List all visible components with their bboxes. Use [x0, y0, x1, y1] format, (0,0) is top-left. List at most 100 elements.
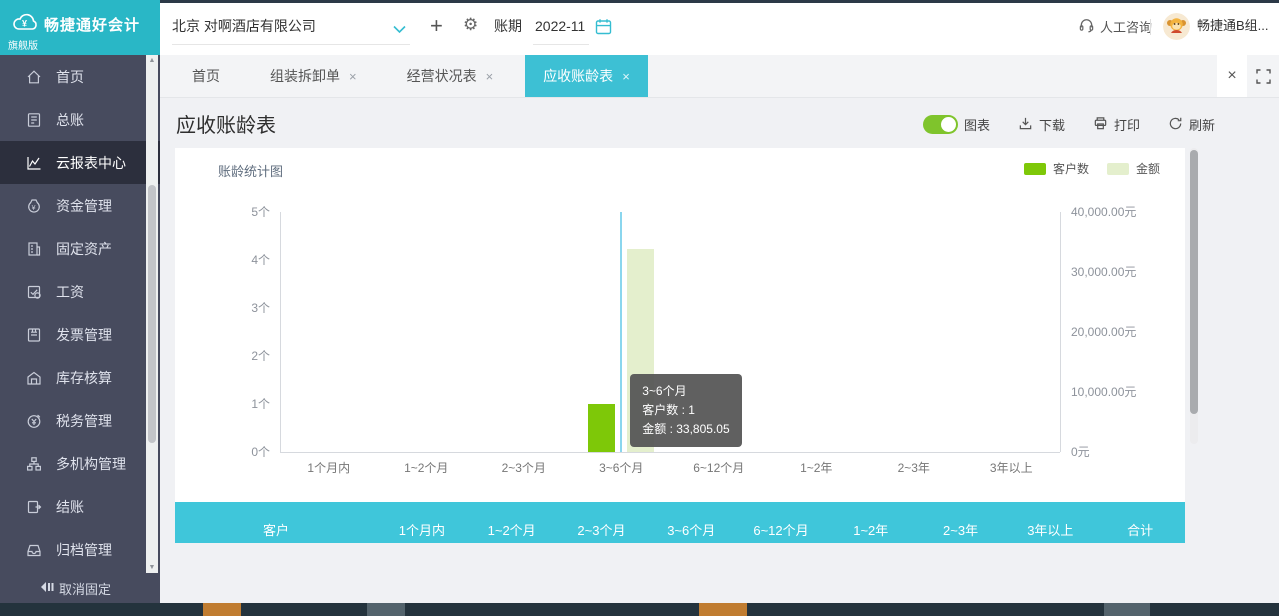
- y-axis-tick: 0个: [251, 445, 270, 459]
- chart-tooltip: 3~6个月 客户数 : 1 金额 : 33,805.05: [630, 374, 742, 447]
- sidebar-item-funds[interactable]: ¥ 资金管理: [0, 184, 160, 227]
- bar-customer-count[interactable]: [588, 404, 616, 452]
- x-axis-label: 1个月内: [307, 461, 351, 475]
- sidebar-item-payroll[interactable]: 工资: [0, 270, 160, 313]
- sidebar-item-fixed-assets[interactable]: 固定资产: [0, 227, 160, 270]
- sidebar-item-tax[interactable]: 税务管理: [0, 399, 160, 442]
- support-link[interactable]: 人工咨询: [1078, 0, 1152, 52]
- support-label: 人工咨询: [1100, 19, 1153, 35]
- calendar-icon[interactable]: [594, 17, 613, 41]
- tab-label: 应收账龄表: [543, 68, 614, 84]
- close-icon[interactable]: ×: [349, 68, 357, 84]
- table-header-cell: 3~6个月: [667, 523, 716, 538]
- sidebar-item-invoices[interactable]: 发票管理: [0, 313, 160, 356]
- content-scrollbar-thumb[interactable]: [1190, 150, 1198, 414]
- add-account-button[interactable]: +: [430, 13, 443, 38]
- sidebar-item-label: 首页: [56, 68, 84, 85]
- x-axis-label: 1~2个月: [404, 461, 449, 475]
- company-selector[interactable]: 北京 对啊酒店有限公司: [172, 18, 316, 34]
- building-icon: [25, 240, 43, 258]
- refresh-label: 刷新: [1188, 118, 1215, 133]
- sidebar-item-inventory[interactable]: 库存核算: [0, 356, 160, 399]
- table-header-cell: 1~2个月: [487, 523, 536, 538]
- avatar[interactable]: [1163, 13, 1190, 40]
- user-name[interactable]: 畅捷通B组...: [1197, 18, 1269, 33]
- chart-card: 账龄统计图 客户数 金额 0个 1个 2个 3个 4个 5个 0元 10,000.00元 20,…: [175, 148, 1185, 536]
- table-header-cell: 3年以上: [1027, 523, 1074, 538]
- sidebar-item-label: 云报表中心: [56, 154, 126, 171]
- tab-operating-status[interactable]: 经营状况表 ×: [389, 55, 512, 97]
- sidebar-item-cloud-reports[interactable]: 云报表中心: [0, 141, 160, 184]
- report-chart-icon: [25, 154, 43, 172]
- tab-label: 经营状况表: [406, 68, 477, 84]
- company-underline: [172, 44, 410, 45]
- money-bag-icon: ¥: [25, 197, 43, 215]
- unpin-sidebar-button[interactable]: 取消固定: [0, 574, 160, 603]
- unpin-label: 取消固定: [59, 582, 112, 597]
- sidebar-item-label: 发票管理: [56, 326, 112, 343]
- sidebar-item-label: 税务管理: [56, 412, 112, 429]
- tab-home[interactable]: 首页: [174, 55, 238, 97]
- taskbar-segment: [203, 603, 241, 616]
- sidebar-item-closing[interactable]: 结账: [0, 485, 160, 528]
- tax-icon: [25, 412, 43, 430]
- secondary-y-axis-tick: 10,000.00元: [1071, 385, 1137, 399]
- sidebar-item-archive[interactable]: 归档管理: [0, 528, 160, 571]
- scroll-down-icon[interactable]: ▼: [148, 564, 156, 571]
- legend-item-customer-count[interactable]: 客户数: [1023, 160, 1089, 177]
- gear-icon[interactable]: ⚙: [463, 15, 479, 34]
- period-value[interactable]: 2022-11: [535, 18, 586, 34]
- table-header-cell: 6~12个月: [753, 523, 809, 538]
- x-axis-label: 2~3年: [897, 461, 930, 475]
- print-label: 打印: [1113, 118, 1140, 133]
- sidebar-scrollbar[interactable]: ▲ ▼: [146, 55, 158, 573]
- tab-assembly-order[interactable]: 组装拆卸单 ×: [252, 55, 375, 97]
- tooltip-title: 3~6个月: [642, 384, 687, 398]
- sidebar-item-general-ledger[interactable]: 总账: [0, 98, 160, 141]
- table-header-cell: 客户: [262, 523, 289, 538]
- x-axis-line: [280, 452, 1060, 453]
- invoice-icon: [25, 326, 43, 344]
- sidebar-item-label: 总账: [56, 111, 84, 128]
- warehouse-icon: [25, 369, 43, 387]
- close-tab-button[interactable]: ×: [1217, 55, 1247, 97]
- tooltip-row: 金额 : 33,805.05: [642, 422, 730, 436]
- close-icon[interactable]: ×: [485, 68, 494, 84]
- taskbar-segment: [1104, 603, 1150, 616]
- secondary-y-axis-line: [1060, 212, 1061, 452]
- download-button[interactable]: 下载: [1018, 115, 1065, 134]
- close-icon[interactable]: ×: [622, 68, 630, 84]
- table-header-cell: 合计: [1127, 523, 1154, 538]
- sidebar-item-home[interactable]: 首页: [0, 55, 160, 98]
- toggle-knob: [940, 117, 956, 132]
- table-header-cell: 1~2年: [853, 523, 889, 538]
- toolbar: 图表 下载 打印 刷新: [922, 115, 1215, 134]
- app-logo: ¥ 畅捷通好会计 旗舰版: [0, 0, 160, 55]
- fullscreen-icon[interactable]: [1256, 69, 1271, 89]
- scroll-up-icon[interactable]: ▲: [148, 57, 156, 64]
- tab-receivable-aging[interactable]: 应收账龄表 ×: [525, 55, 648, 97]
- chevron-down-icon[interactable]: [393, 21, 406, 39]
- print-button[interactable]: 打印: [1093, 115, 1140, 134]
- period-label: 账期: [494, 18, 522, 34]
- chart-legend: 客户数 金额: [1023, 160, 1160, 177]
- chart-toggle-group: 图表: [922, 115, 990, 134]
- sidebar-item-multi-org[interactable]: 多机构管理: [0, 442, 160, 485]
- edition-label: 旗舰版: [8, 41, 38, 52]
- period-underline: [533, 44, 589, 45]
- printer-icon: [1093, 116, 1108, 134]
- table-header-cell: 1个月内: [398, 523, 445, 538]
- x-axis-label: 2~3个月: [501, 461, 546, 475]
- legend-swatch: [1106, 162, 1129, 175]
- download-label: 下载: [1038, 118, 1065, 133]
- chart-toggle[interactable]: [922, 115, 958, 134]
- refresh-button[interactable]: 刷新: [1168, 115, 1215, 134]
- chart-title: 账龄统计图: [218, 164, 284, 179]
- legend-item-amount[interactable]: 金额: [1106, 160, 1160, 177]
- secondary-y-axis-tick: 40,000.00元: [1071, 205, 1137, 219]
- y-axis-tick: 1个: [251, 397, 270, 411]
- tab-bar: 首页 组装拆卸单 × 经营状况表 × 应收账龄表 × ×: [160, 55, 1279, 98]
- sidebar-item-label: 资金管理: [56, 197, 112, 214]
- sidebar-scroll-thumb[interactable]: [148, 185, 156, 443]
- sidebar-item-label: 工资: [56, 283, 84, 300]
